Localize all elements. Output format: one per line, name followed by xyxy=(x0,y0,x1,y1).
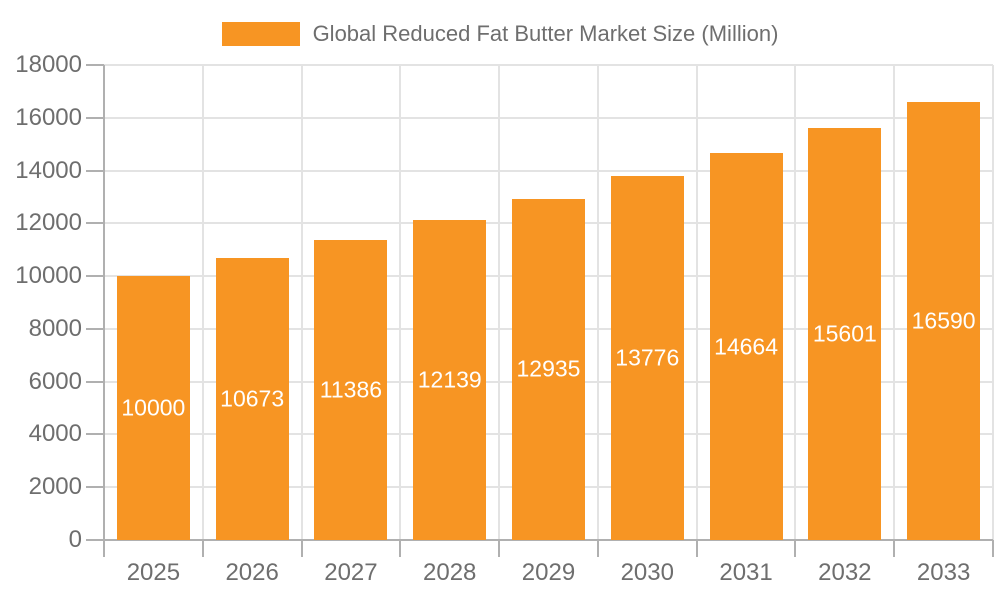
x-axis-tick xyxy=(103,540,105,557)
y-axis-label: 10000 xyxy=(15,262,82,290)
x-axis-label: 2032 xyxy=(818,559,872,586)
y-axis-tick xyxy=(86,222,104,225)
x-axis-tick xyxy=(992,540,994,557)
gridline-vertical xyxy=(893,65,896,540)
gridline-vertical xyxy=(596,65,599,540)
bar-value-label: 15601 xyxy=(812,320,877,347)
x-axis-tick xyxy=(498,540,501,557)
y-axis-label: 6000 xyxy=(28,367,82,395)
y-axis-tick xyxy=(86,275,104,278)
gridline-vertical xyxy=(300,65,303,540)
y-axis-label: 2000 xyxy=(28,473,82,501)
y-axis-label: 8000 xyxy=(28,314,82,342)
legend-swatch xyxy=(221,22,300,46)
y-axis-tick xyxy=(86,64,104,66)
gridline-vertical xyxy=(992,65,994,540)
bar-value-label: 13776 xyxy=(615,344,680,371)
gridline-vertical xyxy=(399,65,402,540)
y-axis-tick xyxy=(86,433,104,436)
y-axis-label: 4000 xyxy=(28,420,82,448)
y-axis-tick xyxy=(86,116,104,119)
bar-2028: 12139 xyxy=(413,219,487,540)
x-axis-label: 2029 xyxy=(521,559,576,586)
bar-value-label: 10673 xyxy=(220,385,285,412)
x-axis-label: 2025 xyxy=(126,559,181,586)
bar-2031: 14664 xyxy=(709,153,783,540)
bar-2027: 11386 xyxy=(314,239,388,540)
bar-2032: 15601 xyxy=(808,128,882,540)
y-axis-label: 18000 xyxy=(15,51,82,78)
x-axis-label: 2028 xyxy=(423,559,477,586)
y-axis-tick xyxy=(86,169,104,172)
bar-2029: 12935 xyxy=(511,198,586,540)
y-axis-tick xyxy=(86,486,104,489)
y-axis-tick xyxy=(86,327,104,330)
x-axis-tick xyxy=(893,540,896,557)
bar-2026: 10673 xyxy=(215,258,289,540)
x-axis-label: 2031 xyxy=(719,559,773,586)
bar-value-label: 12139 xyxy=(417,366,482,393)
bar-2025: 10000 xyxy=(116,276,190,540)
x-axis-label: 2026 xyxy=(225,559,279,586)
x-axis-tick xyxy=(596,540,599,557)
y-axis-label: 12000 xyxy=(15,209,82,237)
bar-value-label: 14664 xyxy=(714,333,779,359)
bar-value-label: 10000 xyxy=(121,394,186,421)
x-axis-tick xyxy=(399,540,402,557)
x-axis-tick xyxy=(695,540,698,557)
x-axis-label: 2033 xyxy=(916,559,971,586)
gridline-vertical xyxy=(498,65,501,540)
gridline-horizontal xyxy=(104,116,993,119)
y-axis-line xyxy=(103,65,105,540)
bar-value-label: 12935 xyxy=(516,355,581,382)
gridline-vertical xyxy=(794,65,797,540)
x-axis-tick xyxy=(300,540,303,557)
y-axis-label: 14000 xyxy=(15,156,82,184)
y-axis-label: 16000 xyxy=(15,103,82,131)
gridline-vertical xyxy=(201,65,204,540)
x-axis-tick xyxy=(794,540,797,557)
x-axis-line xyxy=(86,539,993,541)
x-axis-tick xyxy=(201,540,204,557)
bar-value-label: 16590 xyxy=(911,307,976,334)
y-axis-tick xyxy=(86,380,104,383)
chart-title: Global Reduced Fat Butter Market Size (M… xyxy=(312,21,779,46)
gridline-horizontal xyxy=(104,64,993,66)
chart-legend: Global Reduced Fat Butter Market Size (M… xyxy=(0,20,1000,48)
bar-2033: 16590 xyxy=(907,102,981,540)
gridline-horizontal xyxy=(104,169,993,172)
y-axis-label: 0 xyxy=(68,526,82,553)
bar-value-label: 11386 xyxy=(319,376,383,403)
bar-2030: 13776 xyxy=(610,176,684,540)
x-axis-label: 2030 xyxy=(620,559,674,586)
gridline-vertical xyxy=(695,65,698,540)
x-axis-label: 2027 xyxy=(324,559,378,586)
